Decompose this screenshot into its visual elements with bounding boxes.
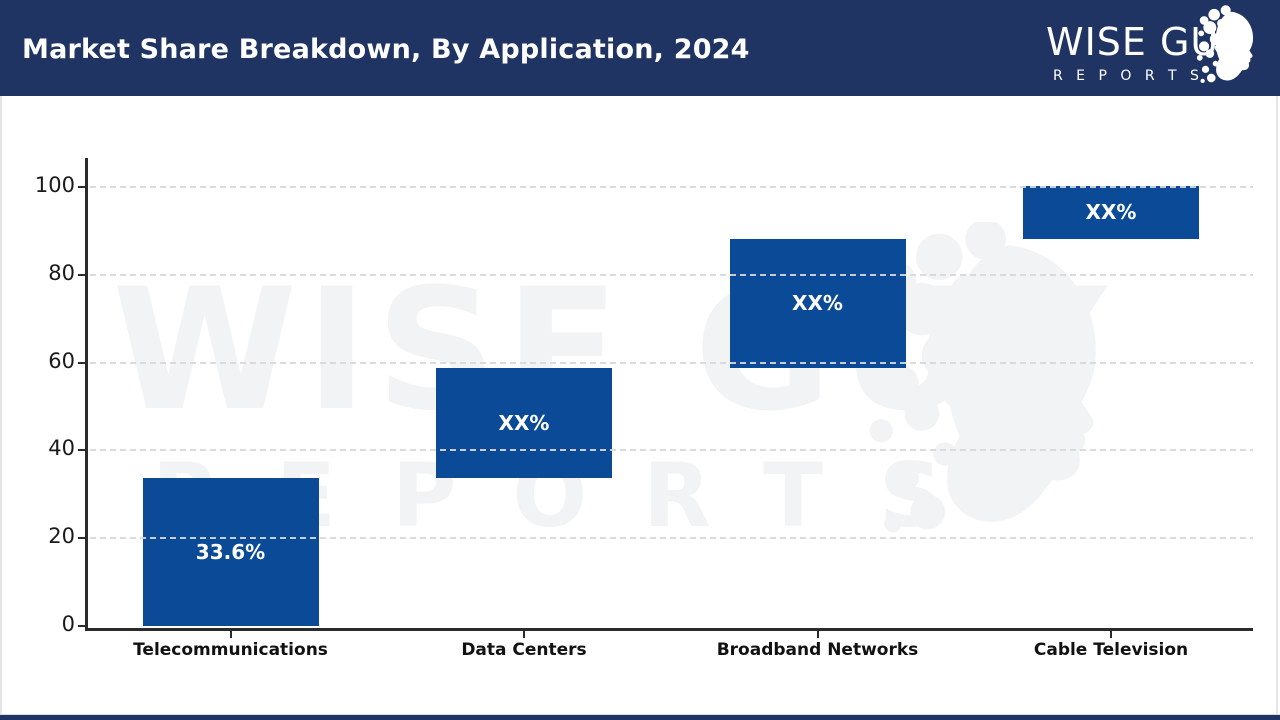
y-tick-mark (78, 625, 85, 627)
bar-broadband-networks: XX% (729, 238, 906, 368)
bar-value-label: 33.6% (195, 540, 266, 565)
footer-hairline (0, 714, 1280, 715)
gridline (90, 361, 1253, 364)
bar-value-label: XX% (1085, 200, 1137, 225)
bar-value-label: XX% (792, 291, 843, 316)
logo-subtext: R E P O R T S (1053, 68, 1203, 84)
header-bar: Market Share Breakdown, By Application, … (0, 0, 1280, 96)
bar-value-label: XX% (498, 411, 550, 436)
gridline (90, 273, 1253, 276)
chart-title: Market Share Breakdown, By Application, … (22, 34, 750, 65)
y-tick-label: 60 (48, 348, 75, 373)
y-tick-mark (78, 273, 85, 276)
y-tick-mark (78, 361, 85, 364)
gridline (90, 449, 1253, 452)
bar-telecommunications: 33.6% (142, 478, 319, 626)
x-tick-mark (1110, 631, 1112, 638)
y-tick-label: 100 (34, 173, 75, 197)
x-tick-mark (229, 631, 232, 638)
x-category-label: Telecommunications (133, 640, 328, 660)
footer-bar (0, 715, 1280, 720)
x-category-label: Data Centers (461, 640, 587, 660)
gridline (90, 537, 1253, 540)
bar-data-centers: XX% (436, 367, 612, 479)
x-axis (85, 628, 1253, 631)
wise-guy-reports-logo: WISE GUY R E P O R T S (1046, 5, 1254, 84)
y-tick-label: 20 (48, 524, 75, 549)
x-category-label: Cable Television (1033, 640, 1189, 660)
y-tick-label: 40 (48, 436, 75, 461)
y-tick-label: 80 (48, 260, 75, 285)
x-tick-mark (523, 631, 525, 638)
y-tick-label: 0 (61, 612, 75, 636)
y-axis (85, 158, 88, 631)
logo-head-icon (1196, 5, 1254, 84)
chart-canvas-frame (0, 96, 1278, 714)
x-category-label: Broadband Networks (716, 640, 919, 660)
y-tick-mark (78, 449, 85, 452)
gridline (90, 186, 1253, 188)
bar-cable-television: XX% (1023, 186, 1199, 239)
y-tick-mark (78, 537, 85, 540)
y-tick-mark (78, 186, 85, 188)
x-tick-mark (816, 631, 819, 638)
